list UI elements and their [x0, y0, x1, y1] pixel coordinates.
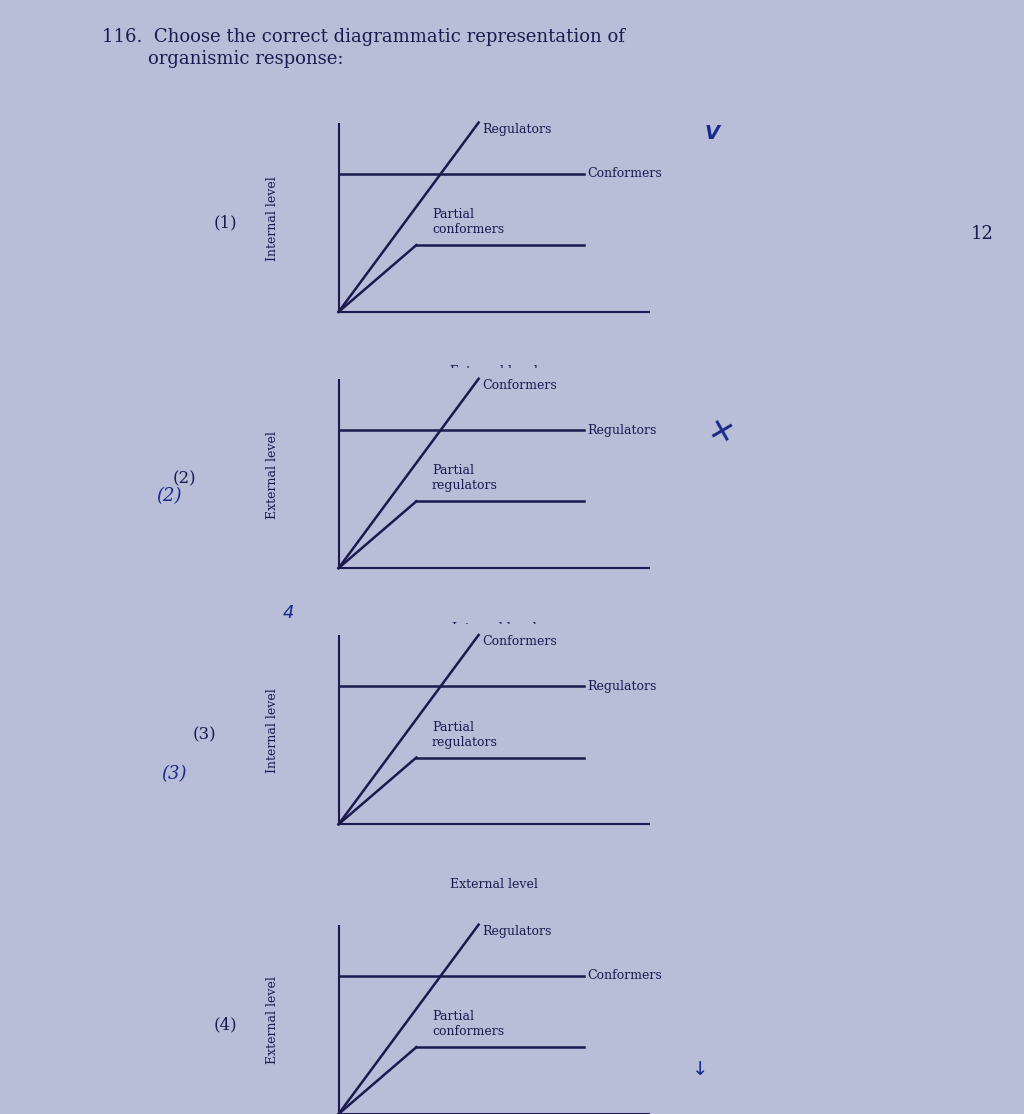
Text: Regulators: Regulators [588, 423, 657, 437]
Text: ✕: ✕ [703, 417, 736, 452]
Text: Regulators: Regulators [588, 680, 657, 693]
Text: (2): (2) [157, 487, 181, 505]
Text: (3): (3) [193, 726, 217, 744]
Text: Regulators: Regulators [482, 123, 552, 136]
Text: V: V [705, 124, 720, 144]
Text: Conformers: Conformers [588, 167, 663, 180]
Text: (3): (3) [162, 765, 186, 783]
Text: (4): (4) [213, 1016, 238, 1034]
Text: Partial
regulators: Partial regulators [432, 465, 498, 492]
Text: ↓: ↓ [692, 1059, 709, 1079]
Text: External level: External level [451, 365, 539, 379]
Text: Internal level: Internal level [266, 176, 279, 261]
Text: Partial
conformers: Partial conformers [432, 1010, 504, 1038]
Text: Partial
regulators: Partial regulators [432, 721, 498, 749]
Text: Conformers: Conformers [482, 635, 557, 648]
Text: (2): (2) [172, 470, 197, 488]
Text: Conformers: Conformers [482, 379, 557, 392]
Text: 116.  Choose the correct diagrammatic representation of: 116. Choose the correct diagrammatic rep… [102, 28, 626, 46]
Text: 4: 4 [283, 604, 294, 622]
Text: Conformers: Conformers [588, 969, 663, 983]
Text: (1): (1) [213, 214, 238, 232]
Text: External level: External level [266, 431, 279, 518]
Text: Internal level: Internal level [452, 622, 537, 635]
Text: Partial
conformers: Partial conformers [432, 208, 504, 236]
Text: Internal level: Internal level [266, 688, 279, 773]
Text: External level: External level [266, 977, 279, 1064]
Text: 12: 12 [971, 225, 993, 243]
Text: Regulators: Regulators [482, 925, 552, 938]
Text: organismic response:: organismic response: [102, 50, 344, 68]
Text: External level: External level [451, 878, 539, 891]
